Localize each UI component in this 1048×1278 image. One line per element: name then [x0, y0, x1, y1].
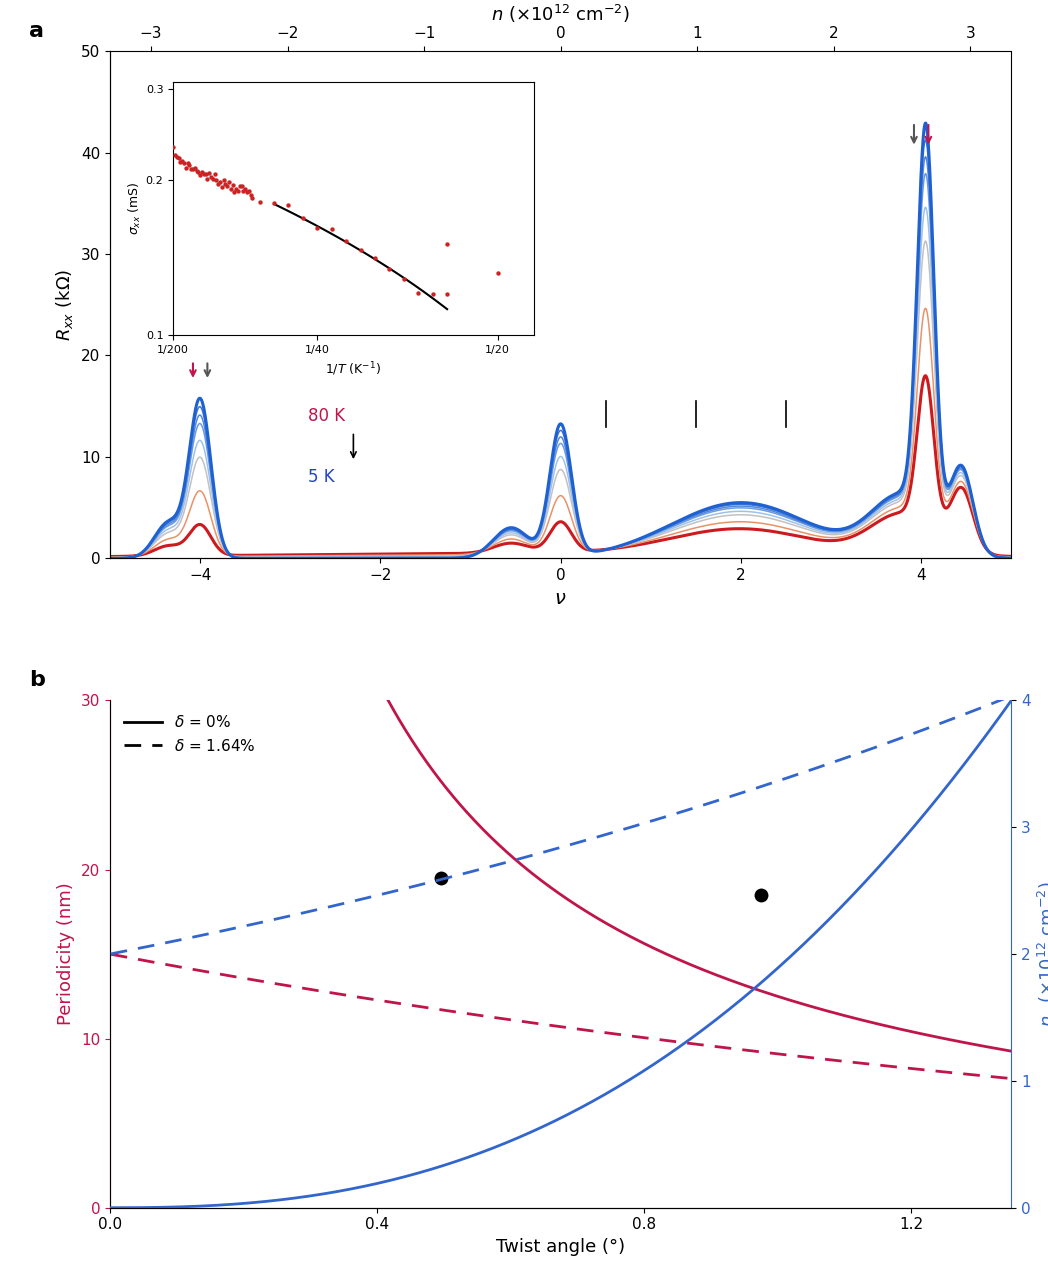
Point — [432, 868, 449, 888]
X-axis label: $\nu$: $\nu$ — [554, 589, 567, 607]
Point — [752, 884, 769, 905]
X-axis label: $n$ ($\times10^{12}$ cm$^{-2}$): $n$ ($\times10^{12}$ cm$^{-2}$) — [492, 3, 630, 24]
Y-axis label: $n_s$ ($\times10^{12}$ cm$^{-2}$): $n_s$ ($\times10^{12}$ cm$^{-2}$) — [1036, 882, 1048, 1028]
Text: b: b — [29, 670, 45, 690]
X-axis label: Twist angle (°): Twist angle (°) — [496, 1238, 626, 1256]
Text: 80 K: 80 K — [308, 408, 346, 426]
Y-axis label: $R_{xx}$ (k$\Omega$): $R_{xx}$ (k$\Omega$) — [54, 268, 75, 341]
Text: a: a — [29, 20, 44, 41]
Text: 5 K: 5 K — [308, 468, 335, 487]
Legend: $\delta$ = 0%, $\delta$ = 1.64%: $\delta$ = 0%, $\delta$ = 1.64% — [117, 708, 262, 760]
Y-axis label: Periodicity (nm): Periodicity (nm) — [58, 883, 75, 1025]
